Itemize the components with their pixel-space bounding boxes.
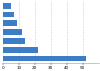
Bar — [3, 29, 22, 35]
Bar — [3, 56, 86, 61]
Bar — [3, 12, 14, 17]
Bar — [3, 47, 38, 53]
Bar — [3, 20, 17, 26]
Bar — [3, 38, 25, 44]
Bar — [3, 3, 11, 9]
